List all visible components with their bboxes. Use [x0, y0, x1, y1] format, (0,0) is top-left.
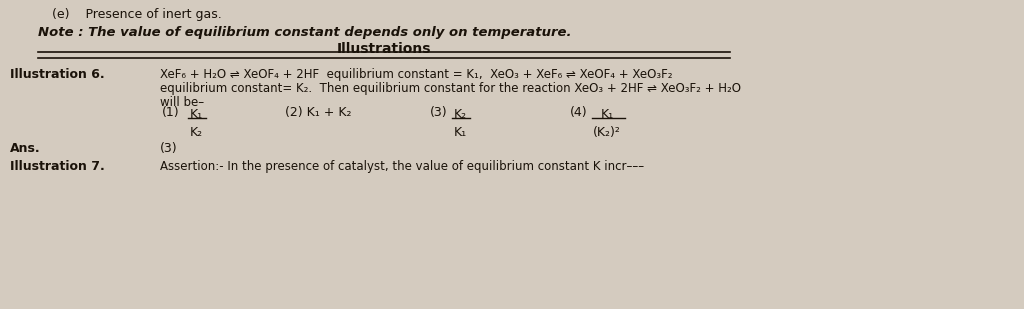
Text: (K₂)²: (K₂)²: [593, 126, 621, 139]
Text: will be–: will be–: [160, 96, 204, 109]
Text: equilibrium constant= K₂.  Then equilibrium constant for the reaction XeO₃ + 2HF: equilibrium constant= K₂. Then equilibri…: [160, 82, 741, 95]
Text: Illustrations: Illustrations: [337, 42, 431, 56]
Text: Assertion:- In the presence of catalyst, the value of equilibrium constant K inc: Assertion:- In the presence of catalyst,…: [160, 160, 644, 173]
Text: K₂: K₂: [454, 108, 467, 121]
Text: (2) K₁ + K₂: (2) K₁ + K₂: [285, 106, 351, 119]
Text: Illustration 6.: Illustration 6.: [10, 68, 104, 81]
Text: Illustration 7.: Illustration 7.: [10, 160, 104, 173]
Text: K₁: K₁: [600, 108, 613, 121]
Text: (1): (1): [162, 106, 179, 119]
Text: Ans.: Ans.: [10, 142, 41, 155]
Text: (3): (3): [160, 142, 177, 155]
Text: K₁: K₁: [454, 126, 467, 139]
Text: K₁: K₁: [189, 108, 203, 121]
Text: (3): (3): [430, 106, 447, 119]
Text: K₂: K₂: [189, 126, 203, 139]
Text: (4): (4): [570, 106, 588, 119]
Text: XeF₆ + H₂O ⇌ XeOF₄ + 2HF  equilibrium constant = K₁,  XeO₃ + XeF₆ ⇌ XeOF₄ + XeO₃: XeF₆ + H₂O ⇌ XeOF₄ + 2HF equilibrium con…: [160, 68, 673, 81]
Text: Note : The value of equilibrium constant depends only on temperature.: Note : The value of equilibrium constant…: [38, 26, 571, 39]
Text: (e)    Presence of inert gas.: (e) Presence of inert gas.: [52, 8, 222, 21]
